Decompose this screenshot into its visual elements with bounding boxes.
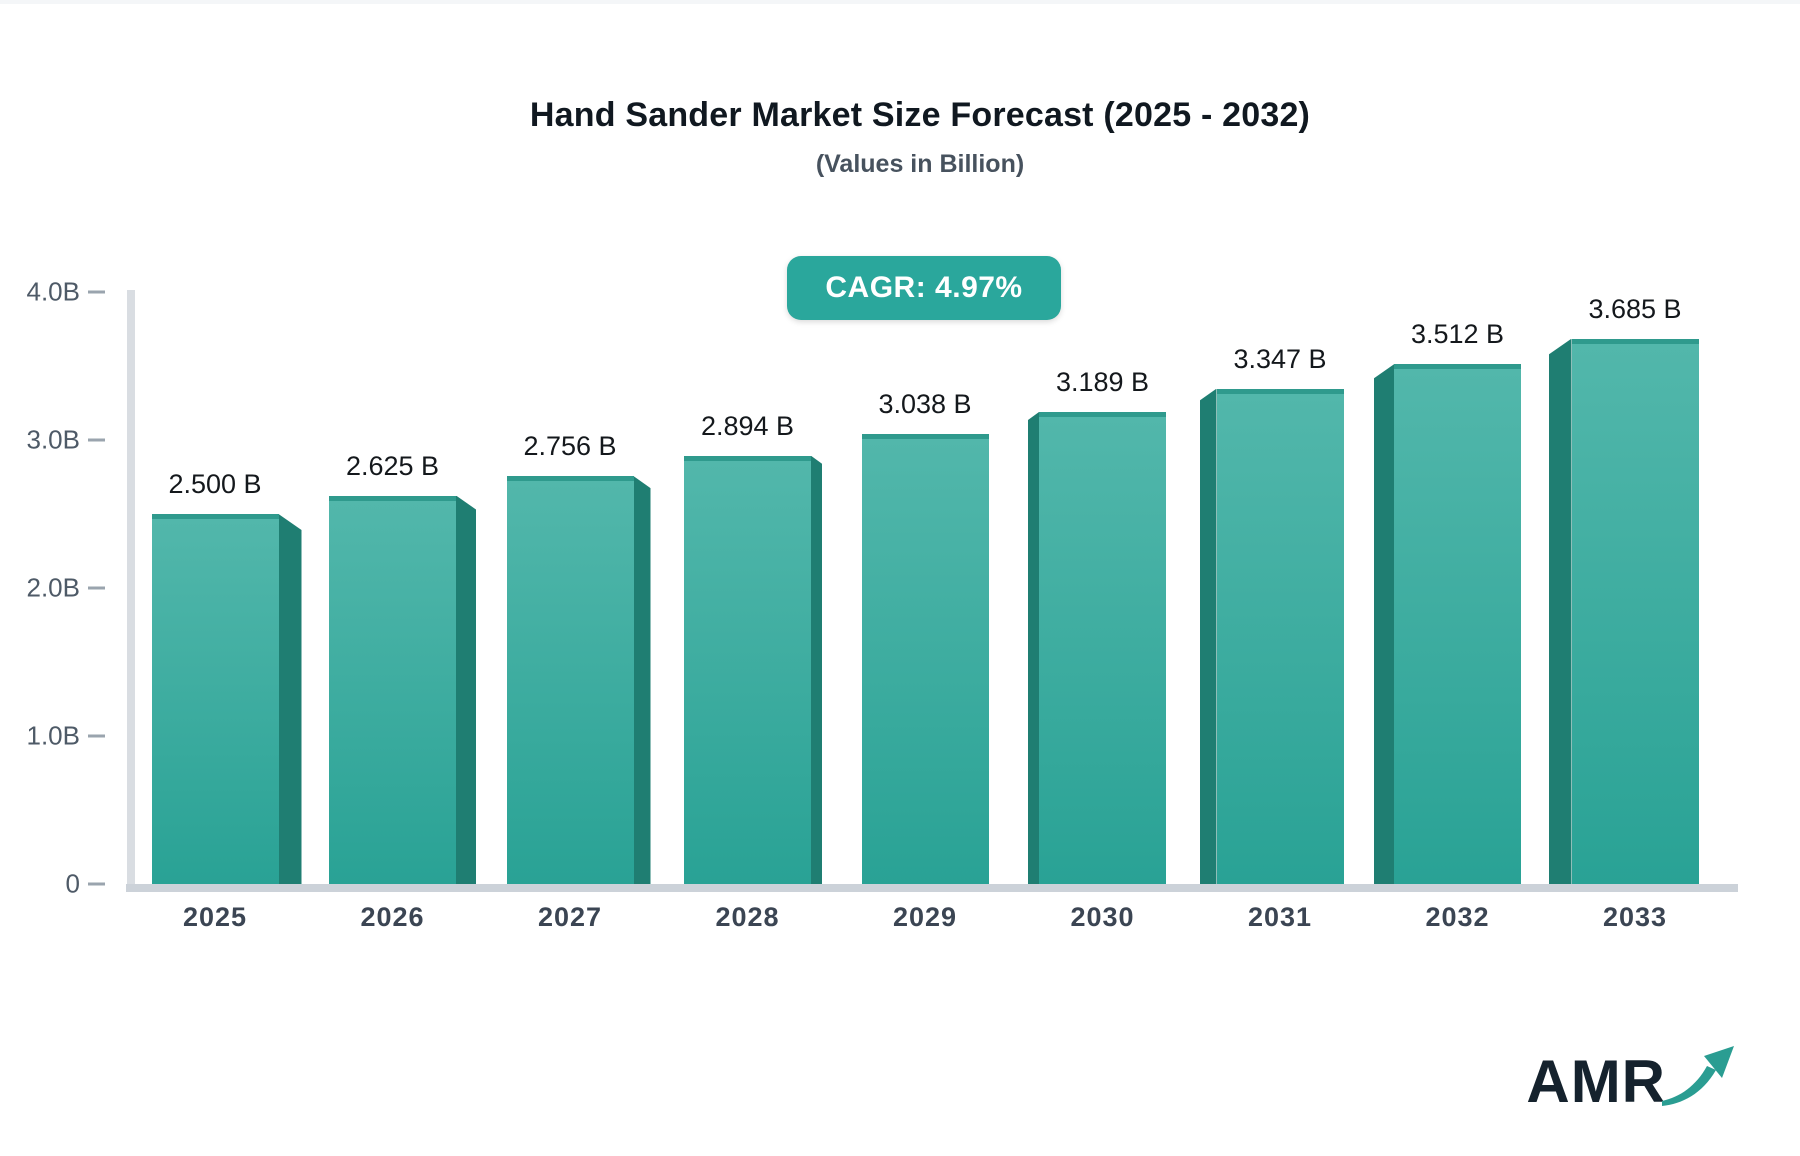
- bar-3d-side: [633, 476, 651, 884]
- bar: [1039, 412, 1166, 884]
- x-axis-label: 2028: [715, 902, 780, 932]
- bar-value-label: 3.512 B: [1410, 319, 1505, 350]
- x-axis-label: 2031: [1247, 902, 1313, 932]
- bar: [861, 434, 989, 884]
- x-axis-label: 2032: [1425, 902, 1490, 932]
- x-axis-label: 2025: [182, 902, 248, 932]
- x-axis-label: 2026: [360, 902, 425, 932]
- y-axis-tick-mark: [88, 290, 105, 294]
- y-axis-tick-label: 0: [65, 868, 80, 899]
- bar-value-label: 3.189 B: [1055, 367, 1150, 398]
- bar-value-label: 2.500 B: [168, 469, 262, 499]
- amr-logo: AMR: [1526, 1044, 1738, 1112]
- y-axis-tick-mark: [88, 586, 105, 590]
- amr-logo-text: AMR: [1526, 1048, 1666, 1115]
- bar: [684, 455, 811, 884]
- chart-subtitle: (Values in Billion): [815, 150, 1025, 178]
- y-axis-tick-label: 2.0B: [26, 572, 81, 603]
- bar-3d-side: [1374, 364, 1394, 884]
- x-axis-label: 2033: [1602, 902, 1668, 932]
- bar-3d-side: [811, 455, 822, 884]
- y-axis-tick-mark: [88, 438, 105, 442]
- growth-arrow-icon: [1662, 1046, 1734, 1106]
- y-axis-tick-mark: [88, 882, 105, 886]
- x-axis-label: 2029: [892, 902, 958, 932]
- x-axis-baseline: [126, 884, 1738, 892]
- y-axis-tick-label: 4.0B: [26, 276, 81, 307]
- bar: [329, 495, 456, 884]
- bar-3d-side: [1199, 388, 1217, 884]
- page-title: Hand Sander Market Size Forecast (2025 -…: [529, 96, 1311, 134]
- bar-value-label: 2.625 B: [345, 450, 440, 481]
- y-axis-line: [127, 290, 135, 884]
- x-axis-label: 2027: [537, 902, 603, 932]
- y-axis-tick-label: 3.0B: [26, 424, 81, 455]
- bar-3d-side: [1548, 338, 1572, 884]
- bar: [1394, 364, 1521, 884]
- bar-value-label: 3.685 B: [1588, 293, 1682, 324]
- bar: [1571, 338, 1699, 884]
- bar-value-label: 3.038 B: [878, 389, 972, 420]
- y-axis-tick-mark: [88, 734, 105, 738]
- bar-value-label: 3.347 B: [1233, 343, 1327, 374]
- x-axis-label: 2030: [1070, 902, 1135, 932]
- bar: [506, 476, 634, 884]
- y-axis-tick-label: 1.0B: [26, 720, 81, 751]
- bar-3d-side: [456, 495, 476, 884]
- bar: [1216, 388, 1344, 884]
- bar-3d-side: [278, 514, 302, 884]
- bar-value-label: 2.756 B: [523, 431, 617, 462]
- bar: [151, 514, 279, 884]
- page-top-border: [0, 0, 1800, 4]
- bar-value-label: 2.894 B: [700, 410, 795, 441]
- bar-3d-side: [1028, 412, 1039, 884]
